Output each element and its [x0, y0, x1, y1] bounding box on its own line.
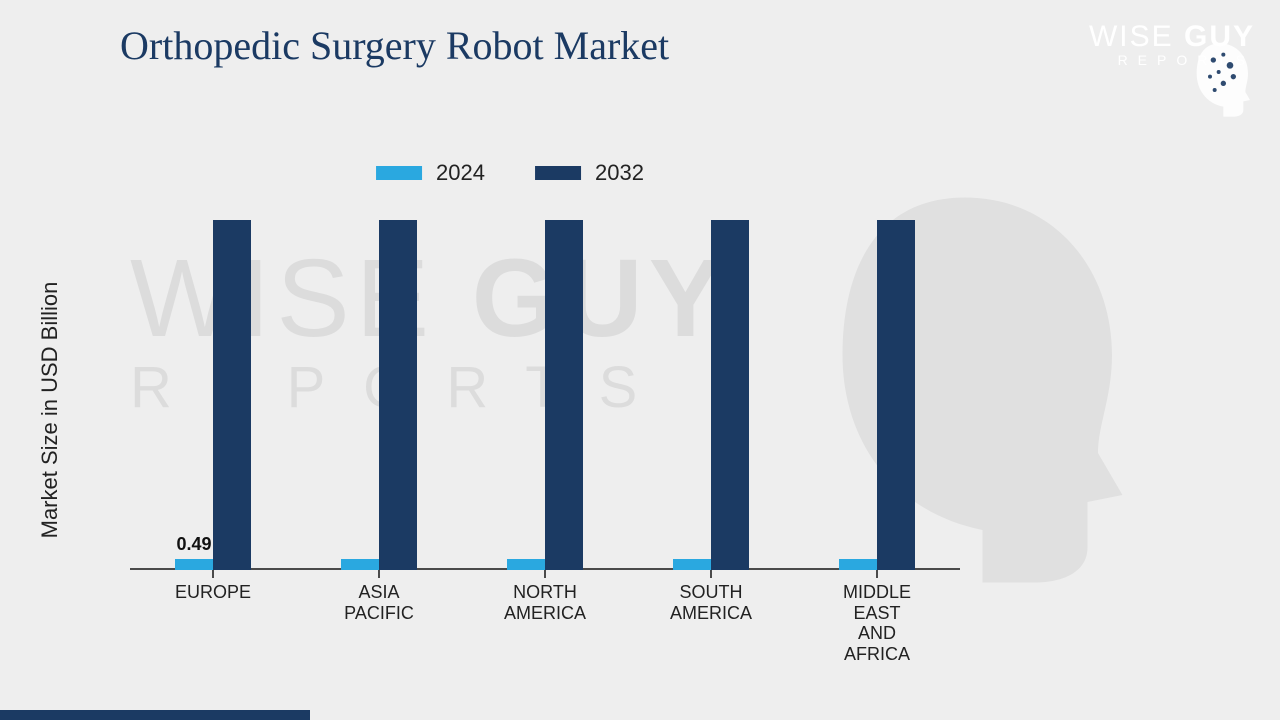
legend-item-2024: 2024: [376, 160, 485, 186]
legend-label: 2032: [595, 160, 644, 186]
legend-item-2032: 2032: [535, 160, 644, 186]
category-label: EUROPE: [138, 578, 287, 660]
legend-swatch: [376, 166, 422, 180]
category-labels: EUROPEASIAPACIFICNORTHAMERICASOUTHAMERIC…: [130, 578, 960, 660]
legend-label: 2024: [436, 160, 485, 186]
legend: 2024 2032: [376, 160, 644, 186]
bar-2024: [839, 559, 877, 570]
category-label: MIDDLEEASTANDAFRICA: [802, 578, 951, 660]
x-tick: [378, 570, 380, 578]
bar-groups: 0.49: [130, 220, 960, 570]
y-axis-label: Market Size in USD Billion: [37, 282, 63, 539]
bar-2032: [877, 220, 915, 570]
bar-group: [304, 220, 453, 570]
x-tick: [710, 570, 712, 578]
bar-group: 0.49: [138, 220, 287, 570]
category-label: NORTHAMERICA: [470, 578, 619, 660]
bar-value-label: 0.49: [176, 534, 211, 555]
chart-title: Orthopedic Surgery Robot Market: [120, 22, 669, 69]
x-tick: [876, 570, 878, 578]
bar-group: [636, 220, 785, 570]
bar-group: [470, 220, 619, 570]
legend-swatch: [535, 166, 581, 180]
bar-2024: [673, 559, 711, 570]
plot-region: 0.49: [130, 220, 960, 570]
bar-2032: [545, 220, 583, 570]
footer-accent-bar: [0, 710, 310, 720]
bar-2032: [379, 220, 417, 570]
bar-group: [802, 220, 951, 570]
category-label: ASIAPACIFIC: [304, 578, 453, 660]
bar-2032: [213, 220, 251, 570]
chart-area: Market Size in USD Billion 2024 2032 0.4…: [60, 160, 960, 660]
bar-2024: [341, 559, 379, 570]
category-label: SOUTHAMERICA: [636, 578, 785, 660]
bar-2032: [711, 220, 749, 570]
canvas: WISE GUY REPORTS Orthopedic Surgery Robo…: [0, 0, 1280, 720]
bar-2024: [175, 559, 213, 570]
bar-2024: [507, 559, 545, 570]
x-tick: [212, 570, 214, 578]
brand-head-icon: [1185, 40, 1255, 120]
x-tick: [544, 570, 546, 578]
brand-logo: WISE GUY REPORTS: [1089, 20, 1255, 68]
